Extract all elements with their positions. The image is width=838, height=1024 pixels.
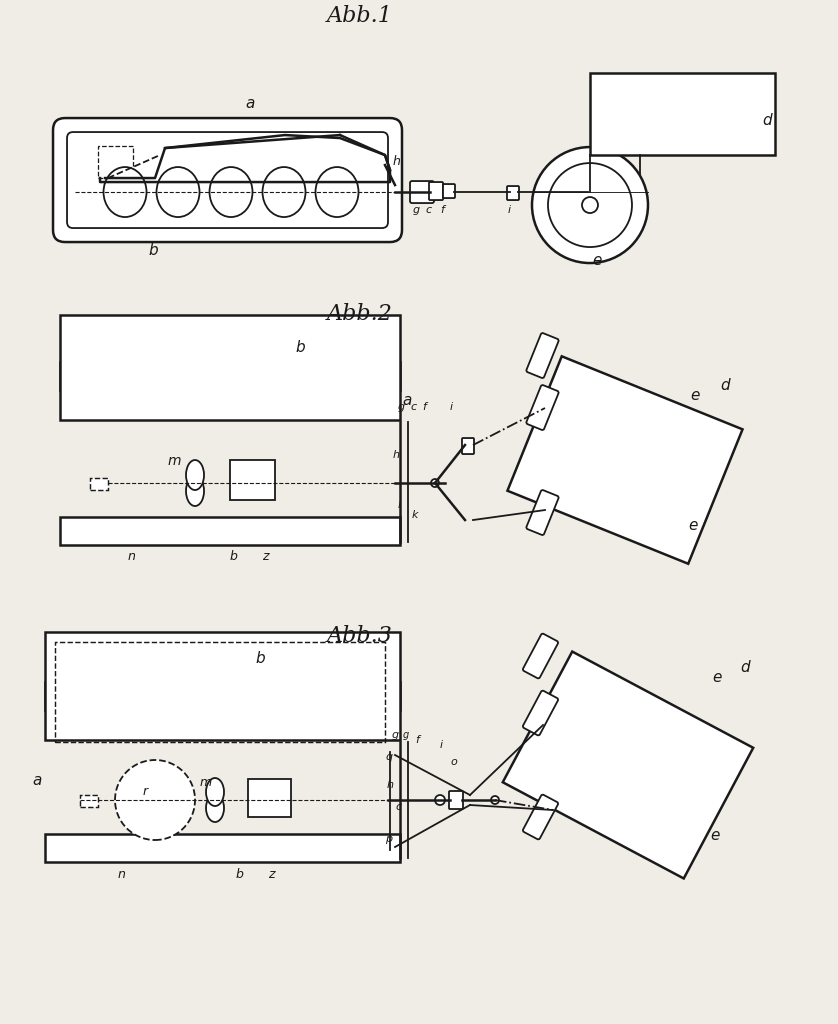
Text: a: a xyxy=(402,393,411,408)
Circle shape xyxy=(115,760,195,840)
Ellipse shape xyxy=(206,794,224,822)
Text: a: a xyxy=(32,773,41,788)
Text: b: b xyxy=(295,340,305,355)
Bar xyxy=(60,362,400,390)
Bar xyxy=(80,795,98,807)
Circle shape xyxy=(491,796,499,804)
Text: m: m xyxy=(200,776,212,790)
Text: h: h xyxy=(393,155,401,168)
Text: z: z xyxy=(262,550,268,563)
Text: e: e xyxy=(710,828,719,843)
Text: n: n xyxy=(128,550,136,563)
Circle shape xyxy=(532,147,648,263)
Ellipse shape xyxy=(210,167,252,217)
Text: p: p xyxy=(385,834,392,844)
FancyBboxPatch shape xyxy=(526,385,559,430)
Bar xyxy=(385,521,395,534)
Text: i: i xyxy=(450,402,453,412)
Ellipse shape xyxy=(262,167,306,217)
Text: g: g xyxy=(392,730,399,740)
Ellipse shape xyxy=(186,476,204,506)
Text: d: d xyxy=(720,378,730,393)
FancyBboxPatch shape xyxy=(523,634,558,679)
Text: d: d xyxy=(740,660,750,675)
Text: h: h xyxy=(387,780,394,790)
FancyBboxPatch shape xyxy=(429,182,443,200)
Text: e: e xyxy=(592,253,602,268)
Bar xyxy=(45,632,400,740)
Text: h: h xyxy=(393,450,400,460)
Text: e: e xyxy=(712,670,722,685)
Circle shape xyxy=(431,479,439,487)
FancyBboxPatch shape xyxy=(526,490,559,535)
FancyBboxPatch shape xyxy=(449,791,463,809)
Bar xyxy=(52,838,62,850)
Ellipse shape xyxy=(104,167,147,217)
FancyBboxPatch shape xyxy=(523,690,558,735)
Bar xyxy=(98,146,133,178)
Text: c: c xyxy=(410,402,416,412)
FancyBboxPatch shape xyxy=(462,438,474,454)
Text: e: e xyxy=(688,518,697,534)
Text: Abb.3: Abb.3 xyxy=(327,625,393,647)
Text: g: g xyxy=(403,730,409,740)
Text: n: n xyxy=(118,868,126,881)
Ellipse shape xyxy=(186,460,204,490)
Bar xyxy=(45,834,400,862)
Text: f: f xyxy=(440,205,444,215)
Text: b: b xyxy=(255,651,265,666)
Text: o: o xyxy=(450,757,457,767)
Text: b: b xyxy=(148,243,158,258)
Circle shape xyxy=(548,163,632,247)
Bar xyxy=(503,651,753,879)
FancyBboxPatch shape xyxy=(507,186,519,200)
Text: z: z xyxy=(268,868,275,881)
Text: q: q xyxy=(385,752,392,762)
FancyBboxPatch shape xyxy=(53,118,402,242)
Ellipse shape xyxy=(206,778,224,806)
Text: r: r xyxy=(143,785,148,798)
Bar xyxy=(65,388,75,400)
Text: g: g xyxy=(413,205,420,215)
Text: k: k xyxy=(412,510,418,520)
Text: b: b xyxy=(230,550,238,563)
Text: c: c xyxy=(395,802,401,812)
FancyBboxPatch shape xyxy=(526,333,559,378)
Text: a: a xyxy=(245,96,255,111)
FancyBboxPatch shape xyxy=(410,181,434,203)
Text: d: d xyxy=(762,113,772,128)
Bar xyxy=(60,517,400,545)
Bar xyxy=(590,73,775,155)
Bar xyxy=(90,478,108,490)
FancyBboxPatch shape xyxy=(523,795,558,840)
Text: e: e xyxy=(690,388,700,403)
Circle shape xyxy=(582,197,598,213)
Text: c: c xyxy=(425,205,431,215)
Bar xyxy=(45,682,400,710)
Text: i: i xyxy=(508,205,511,215)
Bar xyxy=(65,521,75,534)
Text: f: f xyxy=(422,402,426,412)
Bar xyxy=(375,838,385,850)
Bar xyxy=(60,315,400,420)
FancyBboxPatch shape xyxy=(443,184,455,198)
Bar xyxy=(230,460,275,500)
Ellipse shape xyxy=(157,167,199,217)
Bar xyxy=(52,708,62,720)
Circle shape xyxy=(435,795,445,805)
Ellipse shape xyxy=(315,167,359,217)
Text: Abb.2: Abb.2 xyxy=(327,303,393,325)
Bar xyxy=(508,356,742,564)
Text: m: m xyxy=(168,454,182,468)
Text: g: g xyxy=(398,402,405,412)
Bar xyxy=(375,708,385,720)
Bar xyxy=(248,779,291,817)
Text: i: i xyxy=(440,740,443,750)
Bar xyxy=(55,642,385,742)
Text: b: b xyxy=(236,868,244,881)
Text: Abb.1: Abb.1 xyxy=(327,5,393,27)
Text: l: l xyxy=(398,500,401,510)
Text: f: f xyxy=(415,735,419,745)
Bar xyxy=(385,388,395,400)
